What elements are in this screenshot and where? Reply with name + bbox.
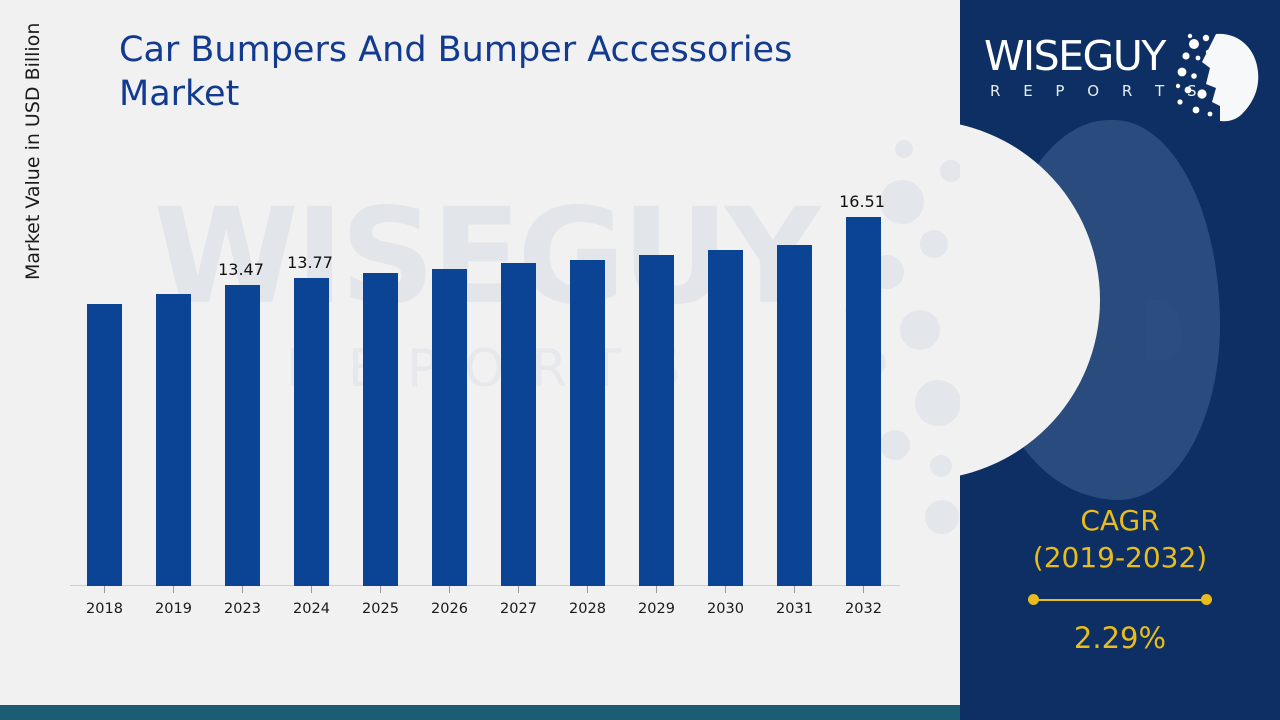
deco-circle [940, 160, 960, 182]
x-axis-label: 2030 [707, 601, 744, 617]
bar [432, 268, 467, 586]
bar-group: 13.47 2023 [208, 150, 277, 617]
bar-group: 2028 [553, 150, 622, 617]
bar-group: 2030 [691, 150, 760, 617]
bar [87, 304, 122, 586]
cagr-divider [1028, 593, 1212, 605]
deco-circle [900, 310, 940, 350]
x-axis-label: 2025 [362, 601, 399, 617]
cagr-block: CAGR (2019-2032) 2.29% [960, 503, 1280, 655]
x-axis-label: 2024 [293, 601, 330, 617]
bar [225, 284, 260, 586]
bar-value-label: 13.47 [218, 259, 264, 279]
bar-chart-plot: 2018 2019 13.47 2023 13.77 2024 2025 2026 2027 20… [70, 150, 900, 617]
x-axis-tick [311, 586, 312, 593]
bar-group: 16.51 2032 [829, 150, 898, 617]
y-axis-label: Market Value in USD Billion [22, 22, 44, 280]
cagr-label: CAGR [1080, 504, 1160, 537]
deco-circle [925, 500, 959, 534]
bar [570, 260, 605, 586]
x-axis-tick [794, 586, 795, 593]
deco-circle [895, 140, 913, 158]
brand-name: WISEGUY [984, 32, 1166, 80]
x-axis-tick [242, 586, 243, 593]
bar [294, 278, 329, 586]
cagr-period: (2019-2032) [1032, 540, 1208, 574]
bar-group: 2031 [760, 150, 829, 617]
deco-circle [880, 180, 924, 224]
bar [501, 263, 536, 586]
bar-value-label: 16.51 [839, 191, 885, 211]
x-axis-label: 2029 [638, 601, 675, 617]
x-axis-tick [725, 586, 726, 593]
brand-side-panel: WISEGUY R E P O R T S CAGR (2019-2032) [960, 0, 1280, 720]
dotted-head-profile-icon [1176, 33, 1259, 122]
deco-circle [920, 230, 948, 258]
divider-knob-right [1201, 593, 1212, 605]
bar [708, 250, 743, 586]
x-axis-label: 2019 [155, 601, 192, 617]
bar-group: 2026 [415, 150, 484, 617]
x-axis-label: 2028 [569, 601, 606, 617]
x-axis-label: 2031 [776, 601, 813, 617]
bar [777, 244, 812, 586]
x-axis-tick [518, 586, 519, 593]
x-axis-line [70, 585, 900, 586]
bar-group: 2027 [484, 150, 553, 617]
bar [639, 255, 674, 586]
bar [846, 216, 881, 586]
bar-group: 2018 [70, 150, 139, 617]
cagr-value: 2.29% [1073, 620, 1167, 655]
bar [156, 294, 191, 586]
deco-circle [915, 380, 960, 426]
x-axis-label: 2032 [845, 601, 882, 617]
brand-tagline: R E P O R T S [990, 82, 1206, 100]
x-axis-tick [104, 586, 105, 593]
bar-group: 2029 [622, 150, 691, 617]
x-axis-label: 2023 [224, 601, 261, 617]
x-axis-tick [656, 586, 657, 593]
x-axis-label: 2026 [431, 601, 468, 617]
bar-group: 2019 [139, 150, 208, 617]
bar-group: 13.77 2024 [277, 150, 346, 617]
bar-value-label: 13.77 [287, 253, 333, 273]
x-axis-label: 2018 [86, 601, 123, 617]
x-axis-tick [380, 586, 381, 593]
divider-line [1033, 598, 1207, 601]
x-axis-tick [449, 586, 450, 593]
deco-circle [880, 430, 910, 460]
x-axis-tick [587, 586, 588, 593]
chart-panel: WISEGUY REPORTS Car Bumpers And Bumper A… [22, 22, 960, 617]
x-axis-tick [173, 586, 174, 593]
bar [363, 272, 398, 586]
x-axis-label: 2027 [500, 601, 537, 617]
brand-logo[interactable]: WISEGUY R E P O R T S [978, 30, 1264, 122]
footer-strip [0, 705, 960, 720]
x-axis-tick [863, 586, 864, 593]
bar-group: 2025 [346, 150, 415, 617]
deco-circle [930, 455, 952, 477]
page-title: Car Bumpers And Bumper Accessories Marke… [119, 30, 793, 115]
